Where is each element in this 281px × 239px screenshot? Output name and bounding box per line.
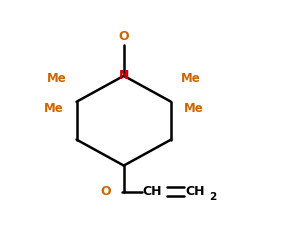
Text: 2: 2 [209,192,216,202]
Text: CH: CH [142,185,161,198]
Text: O: O [101,185,111,198]
Text: CH: CH [185,185,205,198]
Text: Me: Me [183,102,203,115]
Text: Me: Me [44,102,64,115]
Text: Me: Me [47,71,67,85]
Text: N: N [119,69,129,82]
Text: Me: Me [181,71,201,85]
Text: O: O [119,30,129,43]
